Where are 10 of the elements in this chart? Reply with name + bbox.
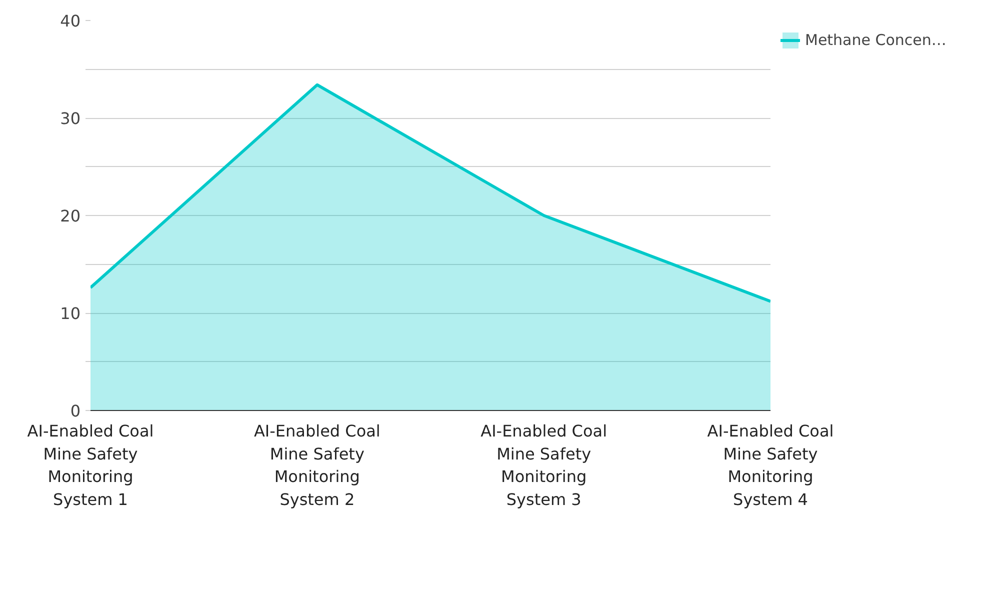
y-tick-label: 40	[60, 12, 80, 30]
x-tick-label: AI-Enabled Coal Mine Safety Monitoring System 1	[27, 422, 154, 509]
legend-label: Methane Concen…	[805, 31, 946, 49]
x-tick-label: AI-Enabled Coal Mine Safety Monitoring System 3	[480, 422, 608, 509]
x-tick-label: AI-Enabled Coal Mine Safety Monitoring System 4	[707, 422, 834, 509]
y-tick-label: 10	[60, 304, 80, 323]
x-tick-label: AI-Enabled Coal Mine Safety Monitoring System 2	[254, 422, 380, 509]
y-tick-label: 20	[60, 206, 80, 226]
y-tick-label: 30	[60, 109, 80, 128]
y-tick-label: 0	[70, 402, 81, 420]
